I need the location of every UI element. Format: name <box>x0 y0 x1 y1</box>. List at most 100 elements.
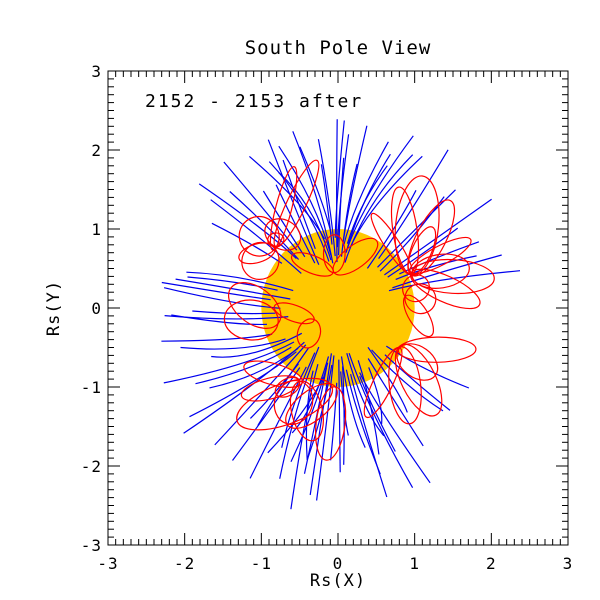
closed-field-loop <box>397 336 477 363</box>
open-field-line <box>385 345 470 389</box>
open-field-line <box>371 349 444 412</box>
open-field-line <box>340 356 366 448</box>
open-field-line <box>336 119 338 263</box>
open-field-line <box>384 198 492 276</box>
open-field-line <box>377 189 456 268</box>
open-field-line <box>262 190 306 258</box>
x-axis-title: Rs(X) <box>309 571 367 591</box>
open-field-line <box>232 367 301 461</box>
open-field-line <box>306 364 333 460</box>
open-field-line <box>392 254 502 289</box>
open-field-line <box>229 191 300 260</box>
closed-field-loop <box>370 212 414 276</box>
closed-field-loop <box>402 294 435 338</box>
open-field-line <box>292 131 334 264</box>
open-field-line <box>345 153 391 253</box>
open-field-line <box>309 353 332 496</box>
open-field-line <box>279 346 320 479</box>
x-tick-label: -1 <box>250 554 272 573</box>
sun-disk-layer <box>261 229 415 387</box>
open-field-line <box>171 314 268 326</box>
open-field-line <box>275 184 316 264</box>
open-field-line <box>346 353 385 437</box>
open-field-line <box>249 155 326 240</box>
open-field-line <box>163 341 295 384</box>
axis-layer <box>107 70 569 546</box>
open-field-line <box>192 310 276 315</box>
open-field-line <box>316 355 335 501</box>
open-field-line <box>278 145 332 256</box>
open-field-line <box>350 373 388 498</box>
open-field-line <box>198 183 297 260</box>
open-field-line <box>175 278 291 300</box>
y-tick-label: -1 <box>80 378 102 397</box>
open-field-line <box>180 338 286 350</box>
open-field-line <box>299 146 332 234</box>
y-tick-label: 2 <box>91 141 102 160</box>
closed-field-loop <box>402 274 430 303</box>
open-field-line <box>223 161 298 251</box>
y-tick-label: 3 <box>91 62 102 81</box>
open-field-line <box>187 276 278 291</box>
open-field-line <box>249 366 307 479</box>
open-field-line <box>340 371 349 436</box>
closed-field-lines <box>223 159 495 461</box>
open-field-line <box>186 271 294 292</box>
closed-field-loop <box>322 234 346 274</box>
closed-field-loop <box>223 299 279 341</box>
open-field-line <box>359 375 396 452</box>
closed-field-loop <box>290 252 334 277</box>
open-field-line <box>163 287 281 309</box>
open-field-line <box>211 332 303 358</box>
x-tick-label: 2 <box>486 554 497 573</box>
open-field-line <box>161 281 271 301</box>
open-field-line <box>344 154 414 263</box>
x-tick-label: -2 <box>174 554 196 573</box>
open-field-line <box>368 367 383 424</box>
x-tick-label: 0 <box>332 554 344 573</box>
y-tick-label: -2 <box>80 457 102 476</box>
closed-field-loop <box>238 215 280 257</box>
closed-field-loop <box>289 380 324 442</box>
open-field-line <box>334 120 345 238</box>
open-field-line <box>346 135 414 251</box>
open-field-line <box>290 364 319 510</box>
closed-field-loop <box>409 236 472 275</box>
open-field-line <box>357 360 380 455</box>
closed-field-loop <box>296 318 322 349</box>
x-tick-label: -3 <box>97 554 119 573</box>
open-field-line <box>388 270 521 292</box>
x-tick-label: 1 <box>409 554 420 573</box>
open-field-line <box>367 358 424 447</box>
open-field-line <box>336 134 350 248</box>
open-field-line <box>210 199 302 274</box>
open-field-line <box>338 359 341 473</box>
open-field-line <box>282 159 316 250</box>
open-field-line <box>348 353 414 488</box>
y-tick-label: 0 <box>91 299 102 318</box>
closed-field-loop <box>314 386 347 461</box>
closed-field-loop <box>404 283 437 315</box>
x-tick-label: 3 <box>562 554 574 573</box>
open-field-line <box>257 347 309 426</box>
open-field-line <box>343 141 389 247</box>
open-field-line <box>387 227 459 278</box>
open-field-line <box>195 346 292 385</box>
open-field-line <box>340 163 358 257</box>
open-field-line <box>161 333 273 342</box>
open-field-line <box>367 346 408 413</box>
open-field-line <box>378 149 449 259</box>
open-field-line <box>317 139 336 257</box>
open-field-line <box>342 366 345 465</box>
open-field-lines <box>161 119 521 510</box>
y-tick-label: -3 <box>80 536 102 555</box>
time-range-annotation: 2152 - 2153 after <box>145 91 364 112</box>
open-field-line <box>395 255 477 280</box>
y-tick-label: 1 <box>91 220 102 239</box>
open-field-line <box>278 171 332 261</box>
page-title: South Pole View <box>244 37 432 59</box>
open-field-line <box>211 222 283 264</box>
open-field-line <box>320 164 333 245</box>
